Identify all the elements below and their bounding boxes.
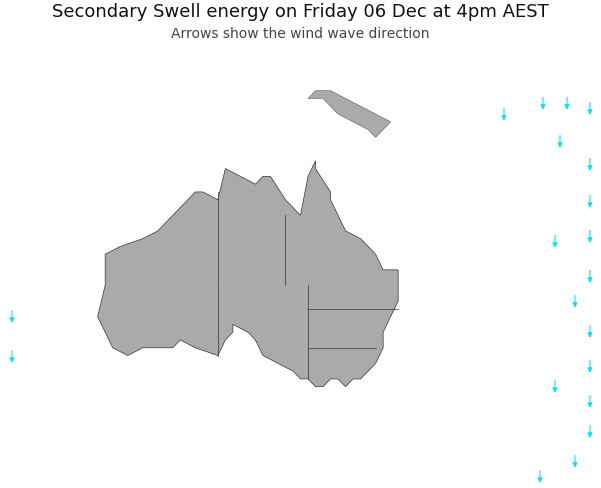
Text: Secondary Swell energy on Friday 06 Dec at 4pm AEST: Secondary Swell energy on Friday 06 Dec … bbox=[52, 3, 549, 21]
Polygon shape bbox=[308, 91, 391, 138]
Polygon shape bbox=[98, 161, 398, 386]
Text: Arrows show the wind wave direction: Arrows show the wind wave direction bbox=[171, 27, 430, 41]
